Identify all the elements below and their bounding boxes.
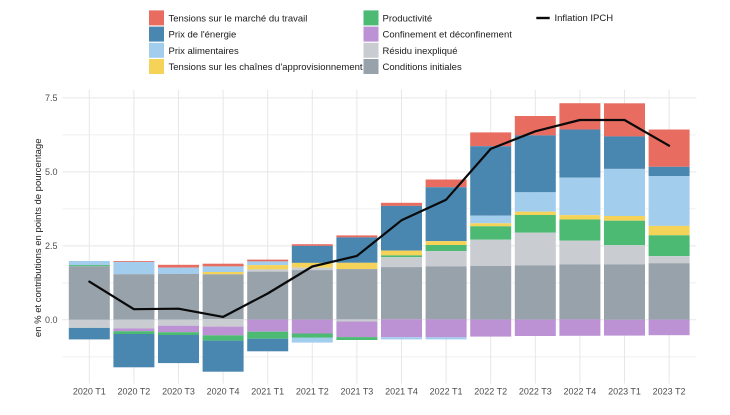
svg-text:Prix de l'énergie: Prix de l'énergie bbox=[169, 30, 237, 41]
svg-text:5.0: 5.0 bbox=[45, 167, 58, 177]
svg-text:2021 T1: 2021 T1 bbox=[251, 387, 284, 397]
svg-text:2021 T3: 2021 T3 bbox=[340, 387, 373, 397]
svg-text:2022 T1: 2022 T1 bbox=[430, 387, 463, 397]
svg-text:2022 T3: 2022 T3 bbox=[519, 387, 552, 397]
svg-text:Conditions initiales: Conditions initiales bbox=[383, 62, 462, 73]
svg-text:2021 T4: 2021 T4 bbox=[385, 387, 418, 397]
svg-text:Inflation IPCH: Inflation IPCH bbox=[555, 13, 614, 24]
svg-text:Productivité: Productivité bbox=[383, 13, 433, 24]
svg-text:2020 T3: 2020 T3 bbox=[162, 387, 195, 397]
svg-text:7.5: 7.5 bbox=[45, 93, 58, 103]
svg-text:Résidu inexpliqué: Résidu inexpliqué bbox=[383, 46, 458, 57]
svg-text:2021 T2: 2021 T2 bbox=[296, 387, 329, 397]
svg-text:2022 T4: 2022 T4 bbox=[563, 387, 596, 397]
svg-text:Tensions sur les chaînes d'app: Tensions sur les chaînes d'approvisionne… bbox=[169, 62, 363, 73]
svg-text:Tensions sur le marché du trav: Tensions sur le marché du travail bbox=[169, 13, 308, 24]
svg-text:2022 T2: 2022 T2 bbox=[474, 387, 507, 397]
svg-text:2.5: 2.5 bbox=[45, 241, 58, 251]
svg-text:2020 T4: 2020 T4 bbox=[207, 387, 240, 397]
svg-text:en % et contributions en point: en % et contributions en points de pourc… bbox=[33, 139, 44, 338]
svg-text:Confinement et déconfinement: Confinement et déconfinement bbox=[383, 30, 513, 41]
svg-text:2020 T2: 2020 T2 bbox=[117, 387, 150, 397]
svg-text:Prix alimentaires: Prix alimentaires bbox=[169, 46, 239, 57]
svg-text:2023 T2: 2023 T2 bbox=[653, 387, 686, 397]
svg-text:2020 T1: 2020 T1 bbox=[73, 387, 106, 397]
svg-text:2023 T1: 2023 T1 bbox=[608, 387, 641, 397]
svg-text:0.0: 0.0 bbox=[45, 315, 58, 325]
